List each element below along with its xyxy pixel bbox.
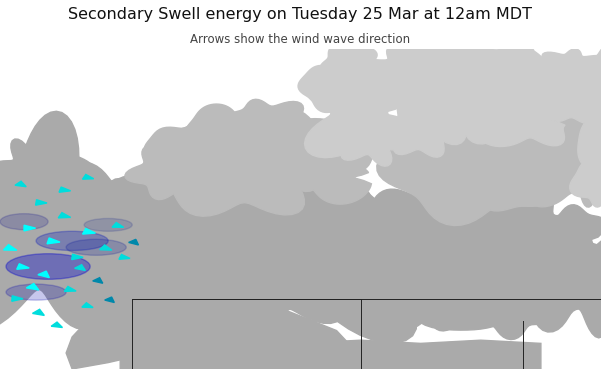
Polygon shape bbox=[0, 170, 53, 248]
Polygon shape bbox=[367, 266, 451, 332]
Polygon shape bbox=[82, 228, 96, 234]
Polygon shape bbox=[0, 139, 67, 201]
Polygon shape bbox=[343, 59, 447, 106]
Polygon shape bbox=[475, 44, 551, 71]
Polygon shape bbox=[458, 155, 564, 211]
Polygon shape bbox=[51, 322, 63, 328]
Polygon shape bbox=[0, 111, 150, 332]
Ellipse shape bbox=[6, 254, 90, 279]
Polygon shape bbox=[0, 196, 24, 259]
Polygon shape bbox=[12, 154, 132, 230]
Polygon shape bbox=[139, 186, 282, 272]
Polygon shape bbox=[356, 68, 494, 148]
Polygon shape bbox=[32, 309, 44, 315]
Polygon shape bbox=[64, 286, 76, 292]
Polygon shape bbox=[79, 182, 260, 314]
Polygon shape bbox=[426, 40, 529, 88]
Ellipse shape bbox=[36, 231, 108, 251]
Polygon shape bbox=[473, 96, 587, 174]
Polygon shape bbox=[507, 60, 601, 112]
Ellipse shape bbox=[66, 239, 126, 255]
Polygon shape bbox=[467, 275, 556, 339]
Ellipse shape bbox=[84, 218, 132, 231]
Polygon shape bbox=[338, 107, 413, 166]
Polygon shape bbox=[298, 65, 361, 113]
Polygon shape bbox=[352, 189, 427, 261]
Polygon shape bbox=[557, 214, 601, 338]
Polygon shape bbox=[427, 224, 508, 272]
Polygon shape bbox=[59, 187, 70, 192]
Ellipse shape bbox=[6, 284, 66, 300]
Polygon shape bbox=[287, 149, 371, 204]
Polygon shape bbox=[318, 232, 439, 306]
Polygon shape bbox=[112, 223, 124, 227]
Polygon shape bbox=[294, 100, 398, 171]
Polygon shape bbox=[229, 176, 312, 242]
Polygon shape bbox=[125, 141, 216, 200]
Polygon shape bbox=[129, 239, 138, 245]
Polygon shape bbox=[24, 225, 35, 231]
Polygon shape bbox=[206, 231, 343, 323]
Polygon shape bbox=[340, 43, 455, 94]
Polygon shape bbox=[256, 177, 438, 294]
Polygon shape bbox=[481, 88, 578, 146]
Polygon shape bbox=[82, 303, 93, 307]
Polygon shape bbox=[66, 222, 349, 369]
Polygon shape bbox=[82, 175, 94, 179]
Polygon shape bbox=[170, 125, 311, 216]
Polygon shape bbox=[538, 64, 601, 123]
Polygon shape bbox=[47, 238, 60, 244]
Polygon shape bbox=[93, 278, 103, 283]
Polygon shape bbox=[507, 233, 598, 332]
Polygon shape bbox=[456, 180, 601, 289]
Polygon shape bbox=[576, 42, 601, 132]
Polygon shape bbox=[350, 227, 469, 294]
Polygon shape bbox=[561, 120, 601, 207]
Polygon shape bbox=[209, 174, 455, 343]
Polygon shape bbox=[56, 162, 155, 237]
Polygon shape bbox=[119, 255, 130, 259]
Polygon shape bbox=[570, 161, 601, 207]
Polygon shape bbox=[383, 209, 569, 330]
Polygon shape bbox=[578, 104, 601, 175]
Polygon shape bbox=[120, 340, 541, 369]
Polygon shape bbox=[320, 43, 377, 80]
Polygon shape bbox=[72, 254, 83, 260]
Text: Arrows show the wind wave direction: Arrows show the wind wave direction bbox=[191, 34, 410, 46]
Polygon shape bbox=[537, 94, 598, 157]
Polygon shape bbox=[15, 181, 26, 187]
Polygon shape bbox=[12, 296, 23, 301]
Polygon shape bbox=[100, 245, 112, 250]
Polygon shape bbox=[75, 265, 85, 270]
Polygon shape bbox=[38, 271, 49, 278]
Polygon shape bbox=[503, 46, 581, 93]
Polygon shape bbox=[0, 234, 132, 289]
Polygon shape bbox=[528, 49, 601, 78]
Polygon shape bbox=[144, 110, 239, 193]
Polygon shape bbox=[105, 297, 114, 303]
Polygon shape bbox=[404, 60, 502, 101]
Polygon shape bbox=[528, 205, 601, 279]
Polygon shape bbox=[35, 200, 47, 205]
Polygon shape bbox=[4, 245, 17, 250]
Polygon shape bbox=[224, 99, 304, 160]
Text: Secondary Swell energy on Tuesday 25 Mar at 12am MDT: Secondary Swell energy on Tuesday 25 Mar… bbox=[69, 7, 532, 22]
Polygon shape bbox=[412, 45, 493, 76]
Polygon shape bbox=[242, 110, 359, 192]
Polygon shape bbox=[377, 103, 558, 225]
Polygon shape bbox=[98, 176, 204, 242]
Polygon shape bbox=[58, 213, 71, 218]
Ellipse shape bbox=[0, 214, 48, 230]
Polygon shape bbox=[64, 179, 177, 290]
Polygon shape bbox=[26, 283, 39, 290]
Polygon shape bbox=[185, 104, 248, 149]
Polygon shape bbox=[303, 70, 419, 158]
Polygon shape bbox=[17, 264, 29, 269]
Polygon shape bbox=[496, 130, 600, 207]
Polygon shape bbox=[377, 100, 459, 157]
Polygon shape bbox=[477, 53, 547, 95]
Polygon shape bbox=[281, 177, 385, 252]
Polygon shape bbox=[439, 71, 545, 144]
Polygon shape bbox=[402, 265, 498, 331]
